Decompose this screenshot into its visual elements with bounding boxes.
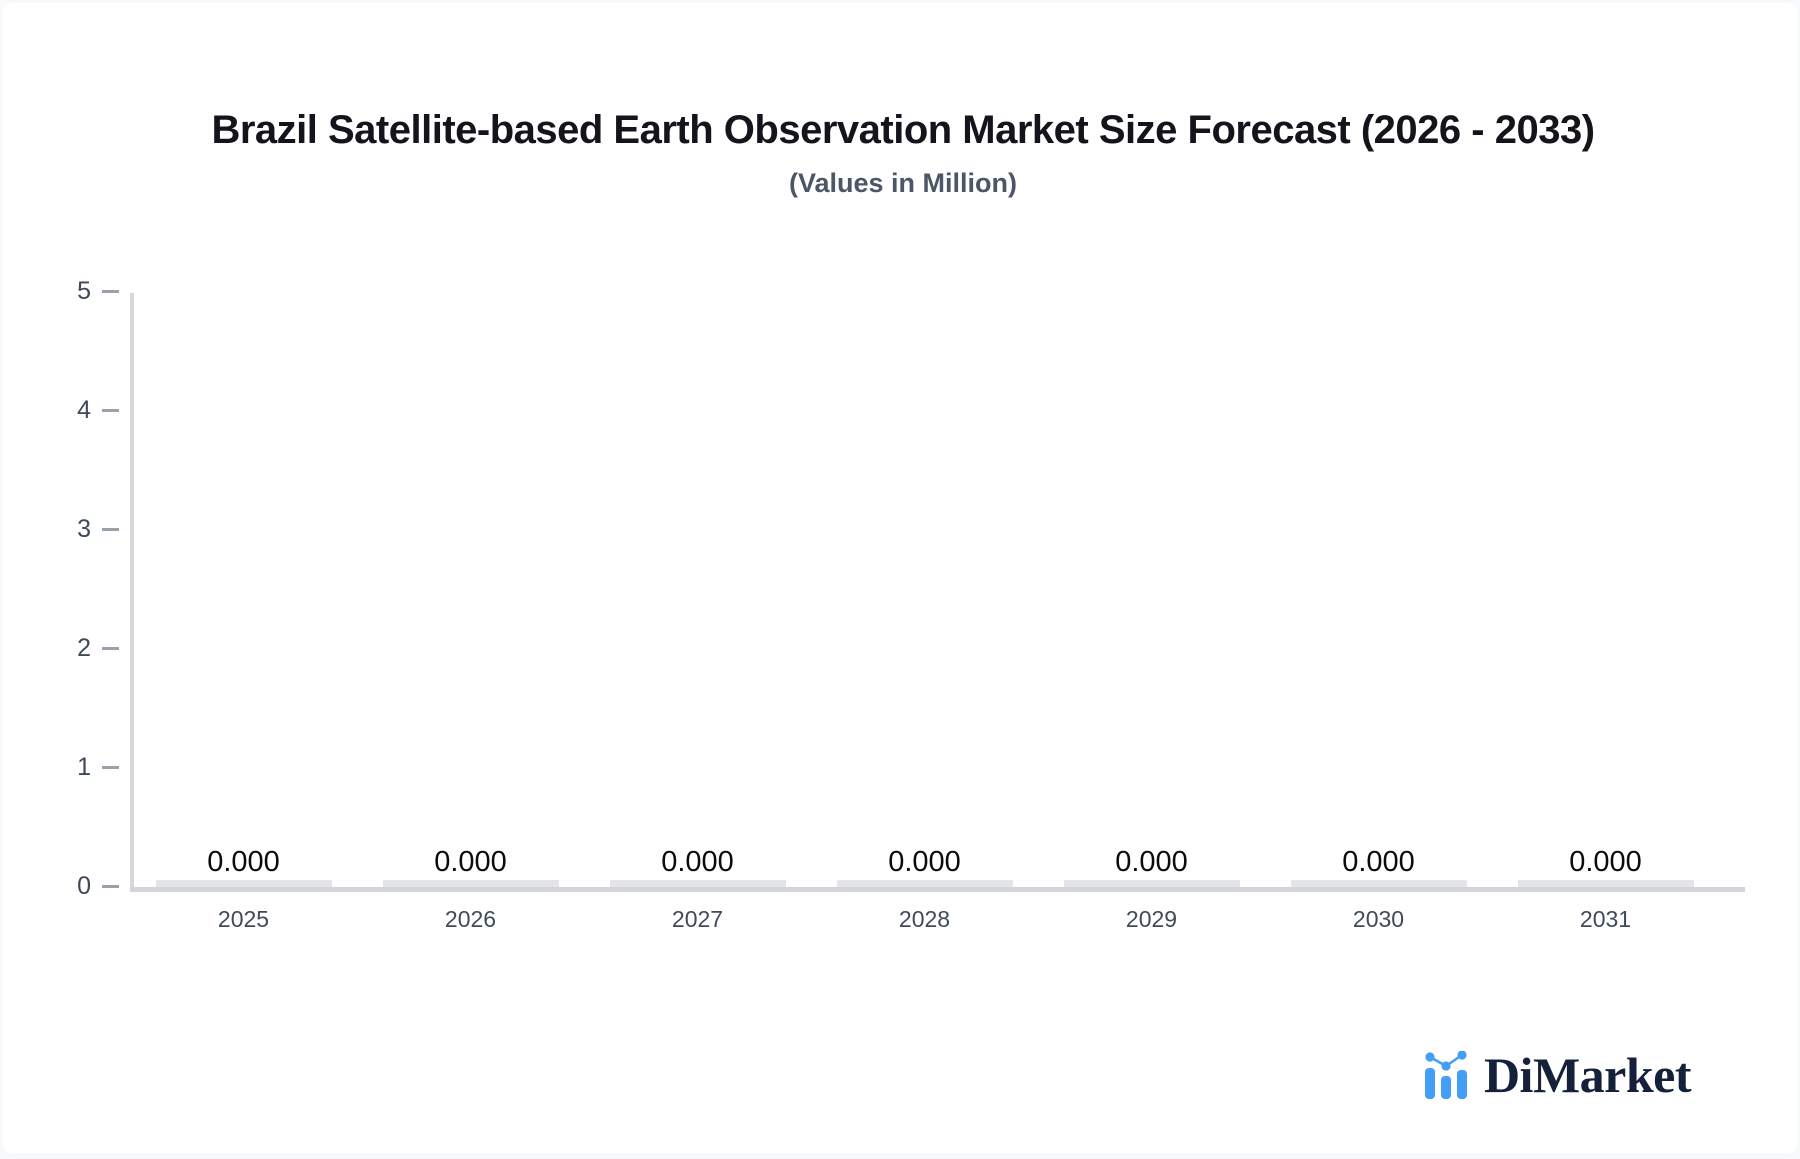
bar-group: 0.000 2026 — [357, 3, 584, 1159]
dimarket-logo: DiMarket — [1424, 1043, 1692, 1107]
y-axis-tick-label: 2 — [77, 634, 91, 662]
y-axis-tick-label: 3 — [77, 515, 91, 543]
y-axis-tick-mark — [102, 766, 119, 769]
bar-group: 0.000 2031 — [1492, 3, 1719, 1159]
bar-value-label: 0.000 — [1569, 846, 1642, 878]
y-axis-tick-label: 5 — [77, 277, 91, 305]
x-axis-category-label: 2030 — [1352, 906, 1405, 932]
x-axis-category-label: 2031 — [1579, 906, 1632, 932]
bar-value-label: 0.000 — [888, 846, 961, 878]
x-axis-category-label: 2025 — [217, 906, 270, 932]
chart-canvas: Brazil Satellite-based Earth Observation… — [3, 3, 1797, 1153]
x-axis-line — [130, 887, 1745, 892]
bar-value-label: 0.000 — [1115, 846, 1188, 878]
y-axis-tick-label: 0 — [77, 872, 91, 900]
y-axis-tick-label: 4 — [77, 396, 91, 424]
dimarket-wordmark: DiMarket — [1483, 1047, 1692, 1103]
bar-group: 0.000 2025 — [130, 3, 357, 1159]
bar-value-label: 0.000 — [434, 846, 507, 878]
y-axis-tick-mark — [102, 647, 119, 650]
bar-group: 0.000 2028 — [811, 3, 1038, 1159]
y-axis-tick-mark — [102, 885, 119, 888]
bar — [1290, 880, 1467, 887]
bar — [382, 880, 559, 887]
chart-title: Brazil Satellite-based Earth Observation… — [211, 108, 1595, 152]
bar-value-label: 0.000 — [661, 846, 734, 878]
x-axis-category-label: 2027 — [671, 906, 724, 932]
y-axis-tick-mark — [102, 528, 119, 531]
bar-group: 0.000 2027 — [584, 3, 811, 1159]
bar — [1063, 880, 1240, 887]
bar — [155, 880, 332, 887]
chart-subtitle: (Values in Million) — [788, 168, 1018, 198]
bar-value-label: 0.000 — [207, 846, 280, 878]
bar-group: 0.000 2030 — [1265, 3, 1492, 1159]
bar — [1517, 880, 1694, 887]
bar-group: 0.000 2029 — [1038, 3, 1265, 1159]
y-axis-tick-mark — [102, 290, 119, 293]
bar-line-chart-icon — [1424, 1050, 1467, 1099]
bar — [836, 880, 1013, 887]
bar-value-label: 0.000 — [1342, 846, 1415, 878]
x-axis-category-label: 2026 — [444, 906, 497, 932]
x-axis-category-label: 2029 — [1125, 906, 1178, 932]
y-axis-tick-mark — [102, 409, 119, 412]
x-axis-category-label: 2028 — [898, 906, 951, 932]
bar — [609, 880, 786, 887]
y-axis-line — [130, 293, 134, 890]
y-axis-tick-label: 1 — [77, 753, 91, 781]
